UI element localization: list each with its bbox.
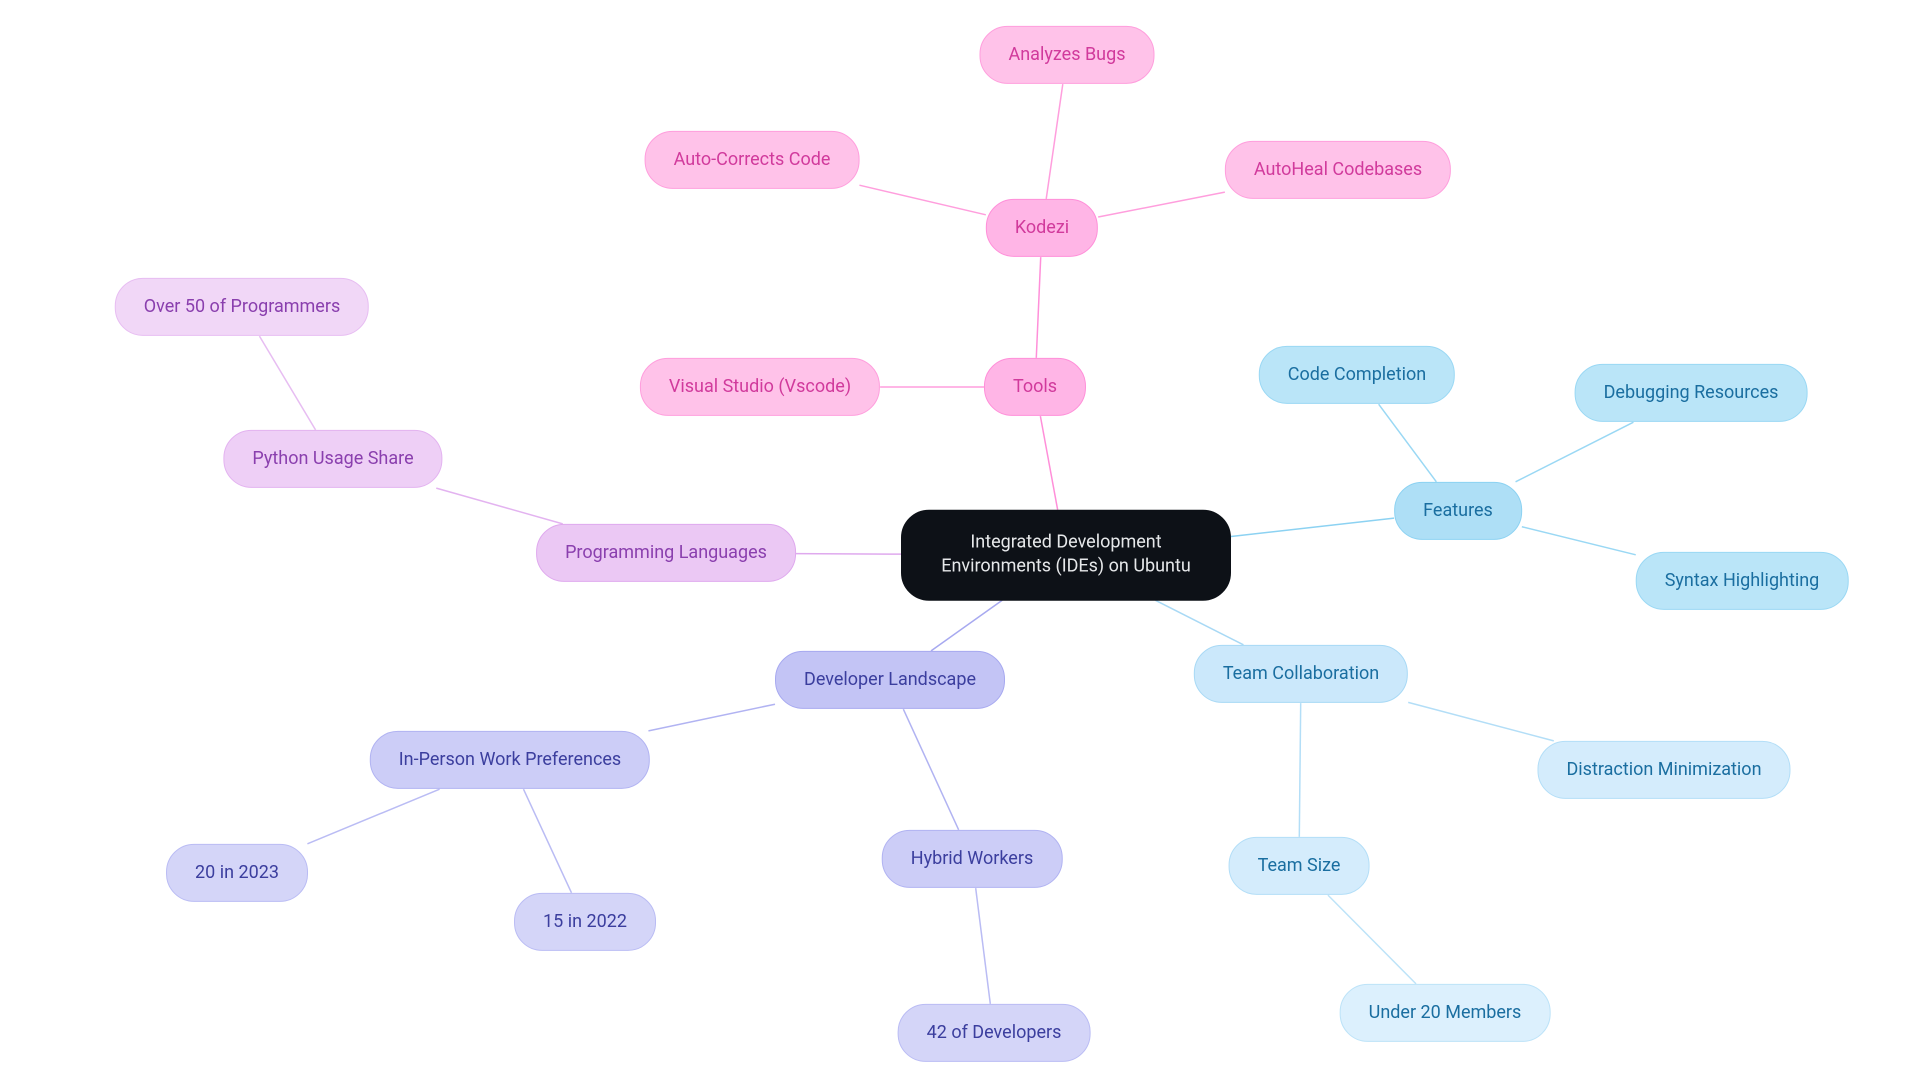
edge-features-debug — [1516, 422, 1634, 482]
node-proglang: Programming Languages — [536, 524, 796, 582]
node-label: 20 in 2023 — [195, 862, 279, 883]
node-inperson: In-Person Work Preferences — [370, 731, 650, 789]
edge-tools-kodezi — [1036, 257, 1040, 358]
node-fortytwo: 42 of Developers — [898, 1004, 1091, 1062]
node-label: AutoHeal Codebases — [1254, 159, 1422, 180]
node-label: 15 in 2022 — [543, 911, 627, 932]
node-label: Tools — [1013, 376, 1057, 397]
node-label: Features — [1423, 500, 1493, 521]
edge-hybrid-fortytwo — [976, 888, 991, 1004]
node-tools: Tools — [984, 358, 1086, 416]
node-label: Visual Studio (Vscode) — [669, 376, 851, 397]
node-label: Python Usage Share — [252, 448, 413, 469]
edge-teamsize-under20 — [1328, 895, 1416, 984]
node-label: Analyzes Bugs — [1009, 44, 1126, 65]
edge-kodezi-autocorrect — [859, 185, 985, 215]
edge-kodezi-analyzes — [1046, 84, 1063, 199]
edge-root-features — [1231, 518, 1394, 536]
edge-devland-hybrid — [903, 709, 958, 830]
edge-inperson-in2023 — [307, 789, 439, 844]
node-in2022: 15 in 2022 — [514, 893, 656, 951]
edge-features-codecomp — [1379, 404, 1437, 482]
node-label: Over 50 of Programmers — [144, 296, 340, 317]
node-analyzes: Analyzes Bugs — [980, 26, 1155, 84]
node-root: Integrated Development Environments (IDE… — [901, 510, 1231, 601]
edge-pyshare-over50 — [259, 336, 315, 430]
node-teamcollab: Team Collaboration — [1194, 645, 1408, 703]
edge-inperson-in2022 — [523, 789, 571, 893]
node-hybrid: Hybrid Workers — [882, 830, 1063, 888]
node-label: Team Collaboration — [1223, 663, 1379, 684]
node-label: Team Size — [1258, 855, 1341, 876]
edge-root-proglang — [796, 554, 901, 555]
node-vscode: Visual Studio (Vscode) — [640, 358, 880, 416]
node-over50: Over 50 of Programmers — [115, 278, 369, 336]
node-label: Developer Landscape — [804, 669, 976, 690]
edge-root-tools — [1040, 416, 1057, 510]
node-syntax: Syntax Highlighting — [1636, 552, 1849, 610]
edge-proglang-pyshare — [436, 488, 562, 524]
node-teamsize: Team Size — [1229, 837, 1370, 895]
edge-teamcollab-distraction — [1408, 702, 1554, 741]
node-label: Integrated Development Environments (IDE… — [941, 532, 1191, 577]
node-pyshare: Python Usage Share — [223, 430, 442, 488]
edge-root-teamcollab — [1155, 600, 1243, 645]
node-label: Programming Languages — [565, 542, 767, 563]
node-label: Hybrid Workers — [911, 848, 1034, 869]
node-label: In-Person Work Preferences — [399, 749, 621, 770]
edge-devland-inperson — [648, 704, 775, 731]
node-kodezi: Kodezi — [986, 199, 1098, 257]
edge-kodezi-autoheal — [1098, 192, 1225, 217]
node-in2023: 20 in 2023 — [166, 844, 308, 902]
node-debug: Debugging Resources — [1575, 364, 1808, 422]
edge-features-syntax — [1522, 527, 1636, 555]
node-devland: Developer Landscape — [775, 651, 1005, 709]
node-codecomp: Code Completion — [1259, 346, 1455, 404]
node-label: Syntax Highlighting — [1665, 570, 1820, 591]
node-label: Distraction Minimization — [1566, 759, 1761, 780]
edge-teamcollab-teamsize — [1299, 703, 1300, 837]
node-autoheal: AutoHeal Codebases — [1225, 141, 1451, 199]
node-label: Debugging Resources — [1604, 382, 1779, 403]
node-label: Code Completion — [1288, 364, 1426, 385]
node-autocorrect: Auto-Corrects Code — [645, 131, 860, 189]
node-label: Auto-Corrects Code — [674, 149, 831, 170]
node-under20: Under 20 Members — [1340, 984, 1551, 1042]
edge-root-devland — [931, 600, 1002, 651]
node-label: 42 of Developers — [927, 1022, 1062, 1043]
node-label: Under 20 Members — [1369, 1002, 1522, 1023]
node-distraction: Distraction Minimization — [1537, 741, 1790, 799]
node-label: Kodezi — [1015, 217, 1069, 238]
node-features: Features — [1394, 482, 1522, 540]
